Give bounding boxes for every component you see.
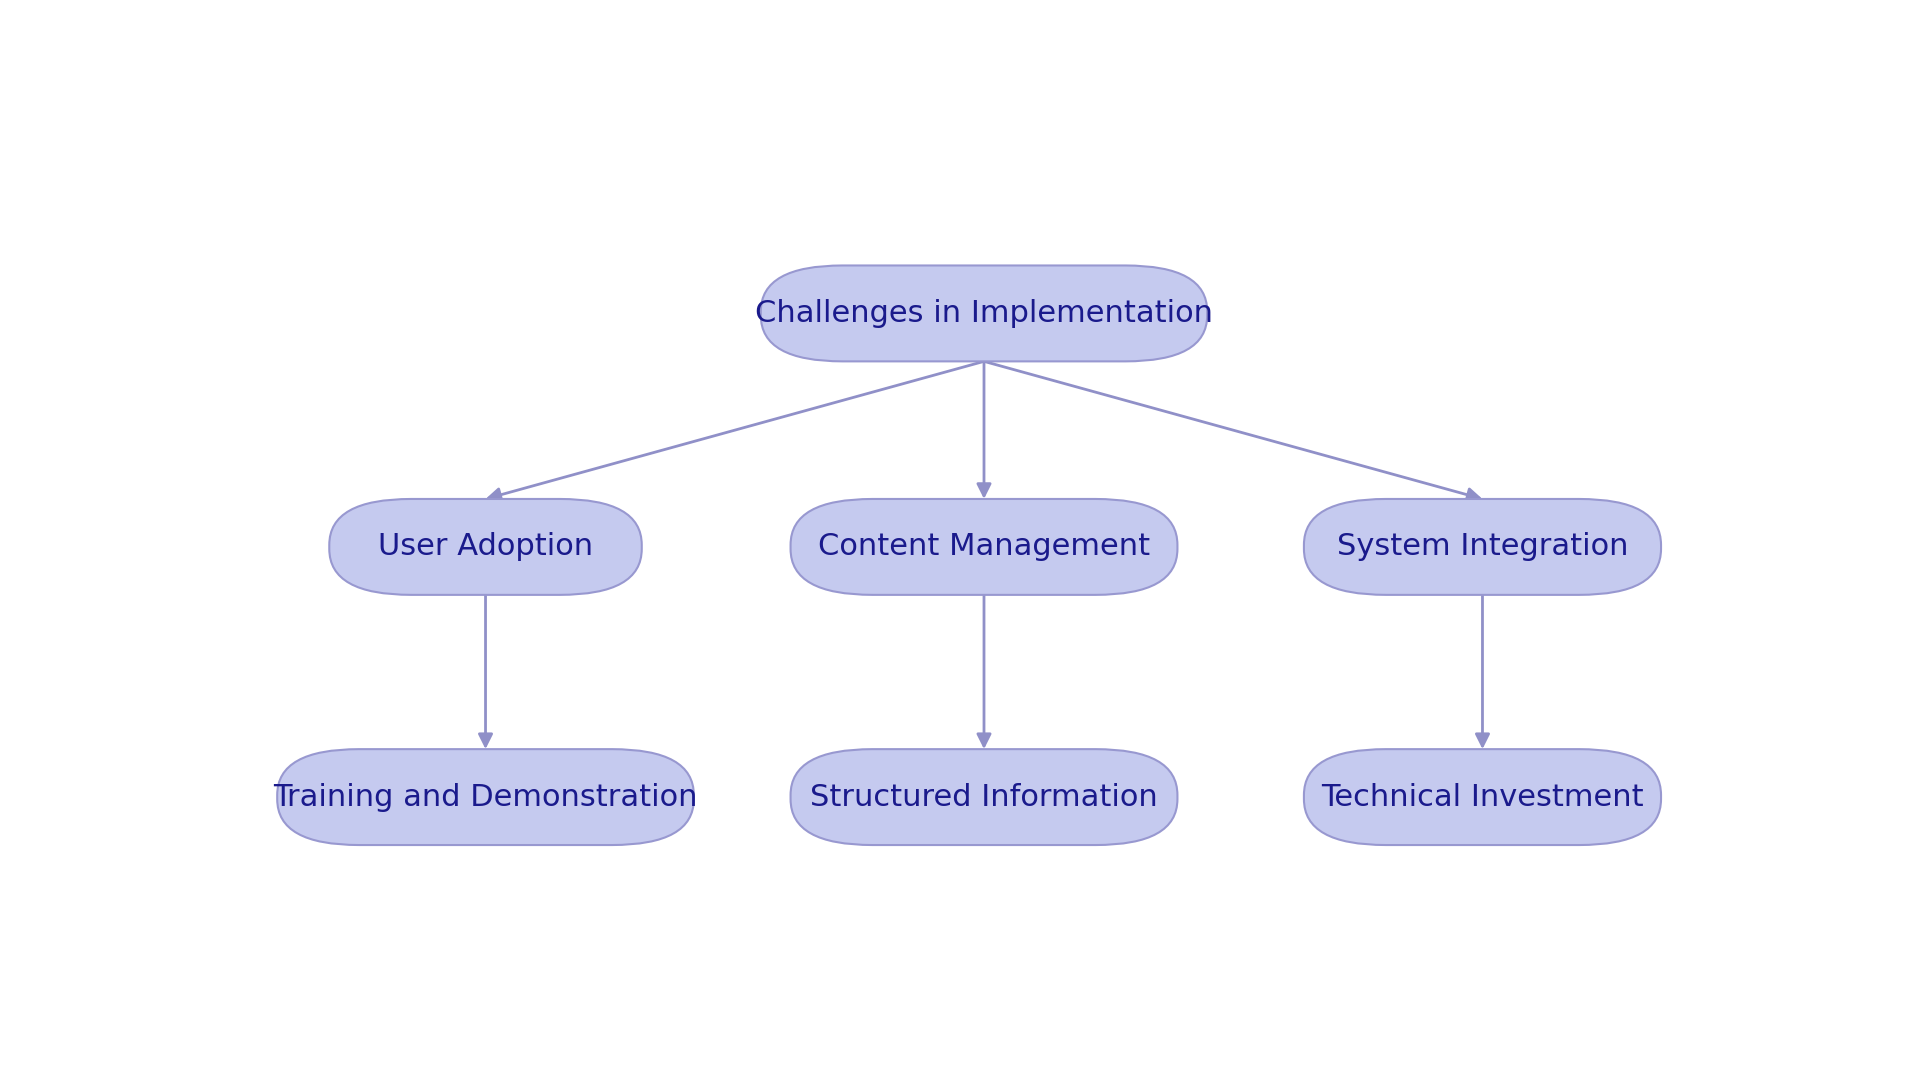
FancyBboxPatch shape: [760, 265, 1208, 362]
Text: Content Management: Content Management: [818, 533, 1150, 561]
FancyBboxPatch shape: [791, 749, 1177, 845]
Text: Training and Demonstration: Training and Demonstration: [273, 783, 697, 811]
Text: Challenges in Implementation: Challenges in Implementation: [755, 299, 1213, 328]
FancyBboxPatch shape: [1304, 499, 1661, 595]
FancyBboxPatch shape: [791, 499, 1177, 595]
Text: System Integration: System Integration: [1336, 533, 1628, 561]
Text: User Adoption: User Adoption: [378, 533, 593, 561]
Text: Structured Information: Structured Information: [810, 783, 1158, 811]
FancyBboxPatch shape: [276, 749, 693, 845]
FancyBboxPatch shape: [330, 499, 641, 595]
Text: Technical Investment: Technical Investment: [1321, 783, 1644, 811]
FancyBboxPatch shape: [1304, 749, 1661, 845]
